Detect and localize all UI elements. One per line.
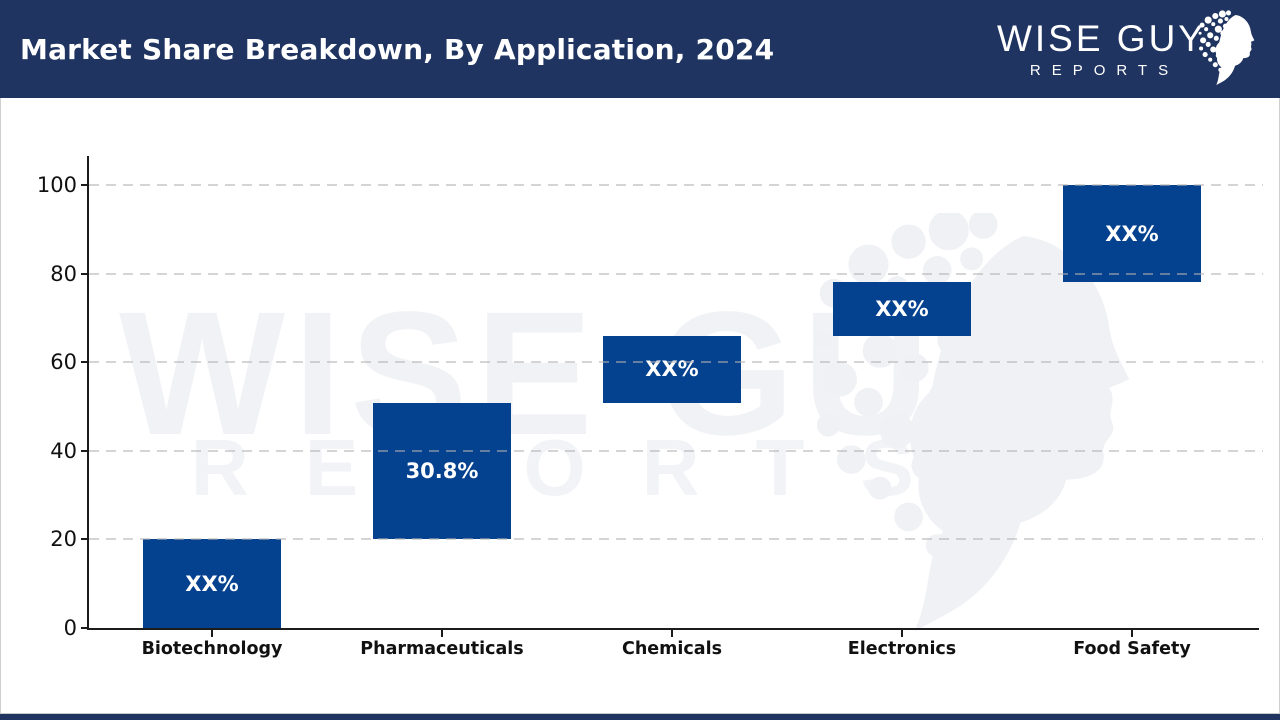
y-tick-mark <box>81 627 89 629</box>
bar-value-label: XX% <box>875 297 929 322</box>
bar-segment: XX% <box>833 282 971 336</box>
bar-value-label: XX% <box>1105 221 1159 246</box>
y-tick-mark <box>81 449 89 452</box>
y-tick-label: 80 <box>50 261 77 286</box>
plot-area: 0 20 40 60 80 100 Biotechnology Pharmaceuticals… <box>1 98 1279 713</box>
x-axis-line <box>87 628 1259 630</box>
bar-segment: XX% <box>143 539 281 628</box>
grid-line <box>89 184 1263 186</box>
y-tick-label: 0 <box>63 616 77 640</box>
x-tick-mark <box>671 630 673 637</box>
x-tick-mark <box>901 630 903 637</box>
grid-line <box>89 538 1263 541</box>
frame-bottom-border <box>0 713 1280 714</box>
watermark-brand-tagline: REPORTS <box>191 423 970 512</box>
bar-segment: 30.8% <box>373 402 511 540</box>
y-tick-mark <box>81 361 89 364</box>
grid-line <box>89 449 1263 452</box>
y-tick-mark <box>81 538 89 541</box>
grid-line <box>89 272 1263 275</box>
chart-title: Market Share Breakdown, By Application, … <box>20 32 775 66</box>
y-axis-line <box>87 156 89 630</box>
x-tick-mark <box>1131 630 1133 637</box>
x-tick-mark <box>441 630 443 637</box>
header-band: Market Share Breakdown, By Application, … <box>0 0 1280 98</box>
x-tick-mark <box>211 630 213 637</box>
brand-logo: WISE GUY REPORTS <box>997 9 1262 89</box>
y-tick-label: 20 <box>50 527 77 552</box>
bar-value-label: XX% <box>185 571 239 596</box>
x-tick-label: Chemicals <box>621 639 722 659</box>
grid-line <box>89 361 1263 364</box>
y-tick-label: 100 <box>36 173 77 197</box>
bar-value-label: 30.8% <box>405 459 479 484</box>
brand-tagline: REPORTS <box>1029 62 1180 79</box>
brand-logo-text: WISE GUY REPORTS <box>997 20 1206 78</box>
bar-segment: XX% <box>1063 185 1201 283</box>
footer-band <box>0 714 1280 720</box>
x-tick-label: Food Safety <box>1073 639 1191 659</box>
y-tick-mark <box>81 184 89 186</box>
x-tick-label: Pharmaceuticals <box>360 639 524 659</box>
brand-name: WISE GUY <box>996 18 1206 59</box>
x-tick-label: Biotechnology <box>141 639 283 659</box>
chart-canvas: WISE GUY REPORTS 0 20 40 60 80 100 Biotechnolo… <box>0 98 1280 713</box>
y-tick-label: 60 <box>50 350 77 375</box>
y-tick-mark <box>81 272 89 275</box>
x-tick-label: Electronics <box>847 639 957 659</box>
y-tick-label: 40 <box>50 438 77 463</box>
brand-head-dots-icon <box>1196 9 1262 89</box>
bar-segment: XX% <box>603 335 741 403</box>
